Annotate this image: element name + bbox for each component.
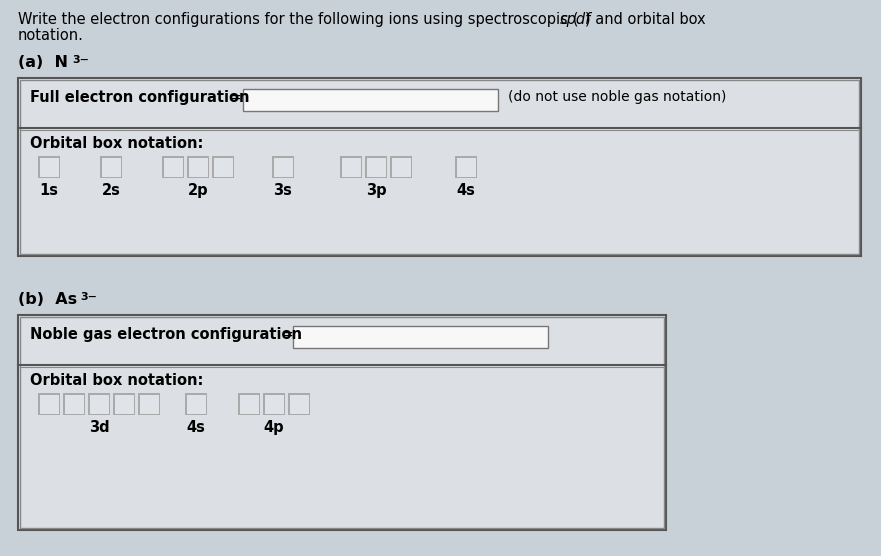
- Text: 4s: 4s: [187, 420, 205, 435]
- Bar: [189, 157, 208, 176]
- Bar: [88, 393, 110, 415]
- Bar: [101, 157, 121, 176]
- Text: =: =: [225, 90, 241, 105]
- Bar: [90, 395, 108, 414]
- Text: notation.: notation.: [18, 28, 84, 43]
- Text: (b)  As: (b) As: [18, 292, 78, 307]
- Bar: [185, 393, 207, 415]
- Bar: [38, 156, 60, 178]
- Bar: [38, 393, 60, 415]
- Bar: [391, 157, 411, 176]
- Text: 3−: 3−: [72, 55, 89, 65]
- Text: 3d: 3d: [89, 420, 109, 435]
- Text: =: =: [277, 327, 293, 342]
- Bar: [238, 393, 260, 415]
- Text: 4s: 4s: [456, 183, 476, 198]
- Bar: [455, 156, 477, 178]
- Bar: [113, 393, 135, 415]
- Bar: [272, 156, 294, 178]
- Bar: [273, 157, 292, 176]
- Text: 2s: 2s: [101, 183, 121, 198]
- Bar: [18, 78, 861, 256]
- Bar: [162, 156, 184, 178]
- Bar: [63, 393, 85, 415]
- Bar: [366, 157, 386, 176]
- Bar: [288, 393, 310, 415]
- Bar: [264, 395, 284, 414]
- Text: 2p: 2p: [188, 183, 208, 198]
- Bar: [138, 393, 160, 415]
- Bar: [263, 393, 285, 415]
- Text: 4p: 4p: [263, 420, 285, 435]
- Bar: [164, 157, 182, 176]
- Bar: [290, 395, 308, 414]
- Text: (a)  N: (a) N: [18, 55, 68, 70]
- Bar: [64, 395, 84, 414]
- Bar: [390, 156, 412, 178]
- Bar: [20, 317, 664, 528]
- Bar: [100, 156, 122, 178]
- Text: spdf: spdf: [560, 12, 591, 27]
- Text: (do not use noble gas notation): (do not use noble gas notation): [508, 90, 726, 104]
- Text: 3−: 3−: [80, 292, 97, 302]
- Text: 3s: 3s: [274, 183, 292, 198]
- Bar: [293, 326, 548, 348]
- Bar: [365, 156, 387, 178]
- Bar: [240, 395, 258, 414]
- Bar: [139, 395, 159, 414]
- Bar: [213, 157, 233, 176]
- Text: ) and orbital box: ) and orbital box: [585, 12, 706, 27]
- Text: Write the electron configurations for the following ions using spectroscopic (: Write the electron configurations for th…: [18, 12, 579, 27]
- Bar: [212, 156, 234, 178]
- Bar: [40, 157, 58, 176]
- Bar: [243, 89, 498, 111]
- Text: Noble gas electron configuration: Noble gas electron configuration: [30, 327, 302, 342]
- Bar: [342, 157, 360, 176]
- Bar: [40, 395, 58, 414]
- Bar: [20, 80, 859, 254]
- Bar: [115, 395, 134, 414]
- Text: 1s: 1s: [40, 183, 58, 198]
- Text: 3p: 3p: [366, 183, 386, 198]
- Bar: [187, 395, 205, 414]
- Text: Orbital box notation:: Orbital box notation:: [30, 136, 204, 151]
- Bar: [340, 156, 362, 178]
- Bar: [18, 315, 666, 530]
- Bar: [456, 157, 476, 176]
- Text: Orbital box notation:: Orbital box notation:: [30, 373, 204, 388]
- Text: Full electron configuration: Full electron configuration: [30, 90, 249, 105]
- Bar: [187, 156, 209, 178]
